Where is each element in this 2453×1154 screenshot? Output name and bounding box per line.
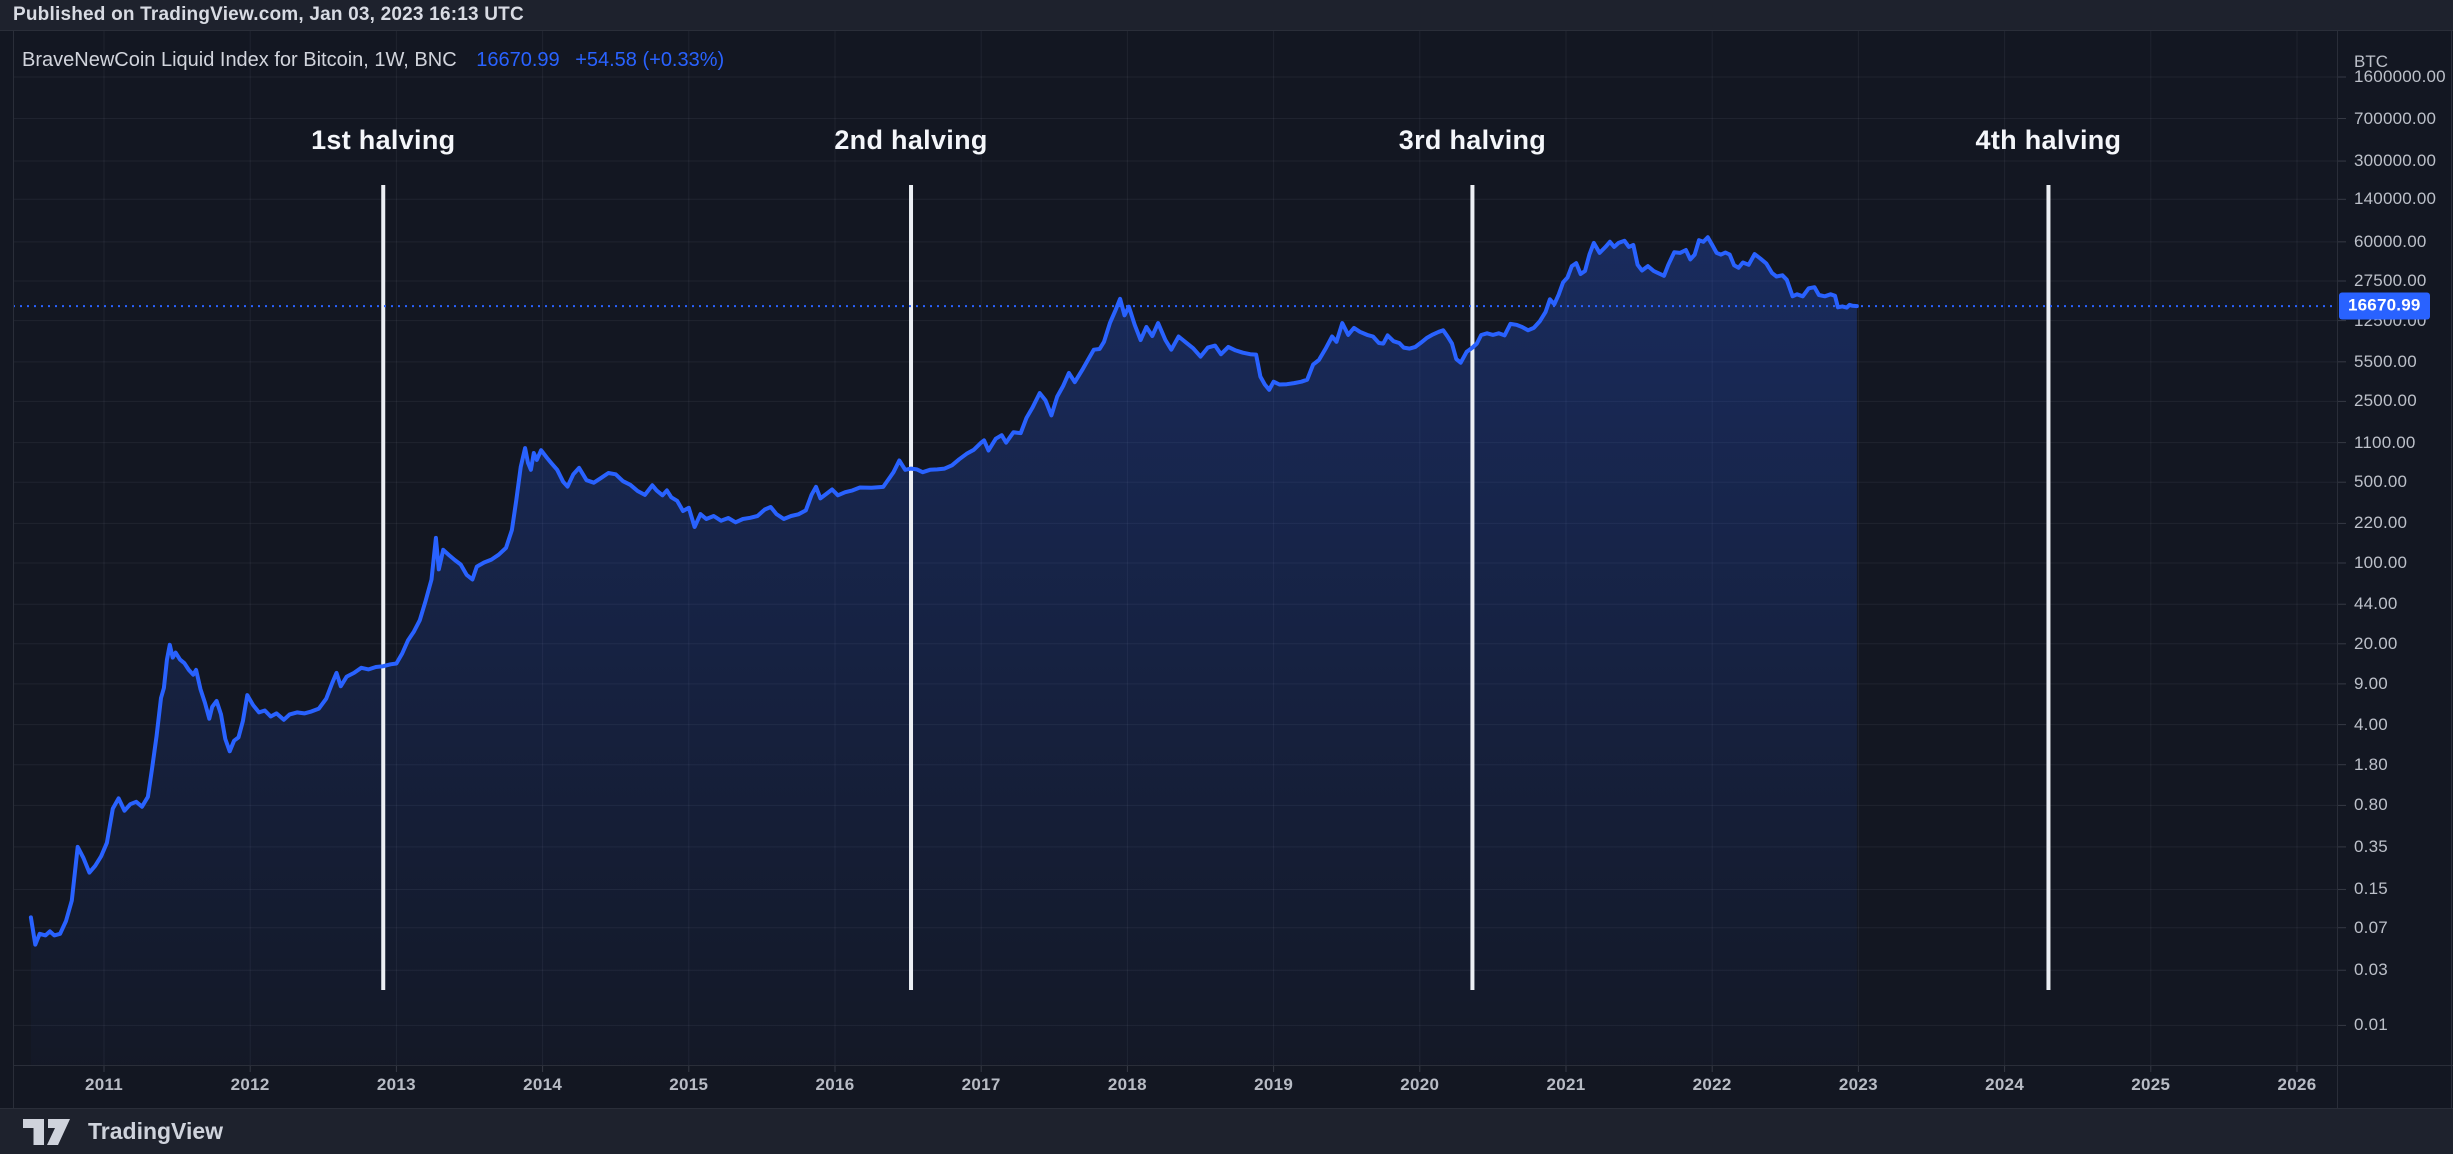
footer-bar: TradingView — [0, 1108, 2453, 1154]
year-tick-label: 2020 — [1400, 1075, 1440, 1094]
price-tick-label: 1.80 — [2354, 754, 2388, 774]
year-tick-label: 2016 — [815, 1075, 855, 1094]
price-tick-label: 0.01 — [2354, 1015, 2388, 1035]
tradingview-brand-text[interactable]: TradingView — [88, 1118, 224, 1144]
symbol-header: BraveNewCoin Liquid Index for Bitcoin, 1… — [22, 49, 724, 72]
price-chart-canvas — [13, 31, 2346, 1072]
price-tick-label: 1600000.00 — [2354, 67, 2446, 86]
halving-annotation-label: 4th halving — [1975, 125, 2122, 155]
price-tick-label: 0.80 — [2354, 795, 2388, 815]
year-tick-label: 2011 — [84, 1075, 124, 1094]
price-tick-label: 700000.00 — [2354, 108, 2437, 128]
time-axis-separator — [13, 1065, 2453, 1066]
price-tick-label: 5500.00 — [2354, 351, 2417, 371]
year-tick-label: 2022 — [1692, 1075, 1732, 1094]
halving-annotation-label: 3rd halving — [1398, 125, 1547, 155]
year-tick-label: 2026 — [2277, 1075, 2317, 1094]
price-tick-label: 2500.00 — [2354, 391, 2417, 411]
year-tick-label: 2021 — [1546, 1075, 1586, 1094]
price-tick-label: 4.00 — [2354, 714, 2388, 734]
price-tick-label: 27500.00 — [2354, 271, 2427, 290]
price-tick-label: 0.35 — [2354, 836, 2388, 856]
year-tick-label: 2013 — [376, 1075, 416, 1094]
price-tick-label: 140000.00 — [2354, 189, 2437, 209]
year-tick-label: 2017 — [961, 1075, 1001, 1094]
year-tick-label: 2015 — [669, 1075, 709, 1094]
tradingview-logo-icon[interactable] — [22, 1115, 76, 1149]
year-tick-label: 2018 — [1107, 1075, 1147, 1094]
last-price-badge: 16670.99 — [2339, 292, 2430, 320]
published-bar: Published on TradingView.com, Jan 03, 20… — [0, 0, 2453, 31]
price-tick-label: 100.00 — [2354, 553, 2408, 572]
pane-right-border — [2451, 31, 2452, 1108]
price-tick-label: 0.15 — [2354, 879, 2388, 899]
price-tick-label: 500.00 — [2354, 472, 2408, 492]
price-tick-label: 60000.00 — [2354, 231, 2427, 251]
price-tick-label: 20.00 — [2354, 633, 2398, 653]
price-axis-separator — [2337, 31, 2338, 1108]
price-tick-label: 1100.00 — [2354, 432, 2416, 452]
year-tick-label: 2025 — [2131, 1075, 2171, 1094]
halving-annotation-label: 1st halving — [311, 125, 456, 155]
halving-annotation-label: 2nd halving — [834, 125, 988, 155]
published-text: Published on TradingView.com, Jan 03, 20… — [13, 4, 524, 25]
year-tick-label: 2019 — [1254, 1075, 1294, 1094]
price-tick-label: 9.00 — [2354, 673, 2388, 693]
symbol-change: +54.58 (+0.33%) — [575, 49, 725, 71]
price-tick-label: 44.00 — [2354, 594, 2398, 614]
year-tick-label: 2024 — [1985, 1075, 2025, 1094]
price-tick-label: 220.00 — [2354, 513, 2408, 533]
pane-left-border — [13, 31, 14, 1108]
price-axis-unit: BTC — [2354, 52, 2388, 71]
year-tick-label: 2014 — [523, 1075, 563, 1094]
year-tick-label: 2012 — [230, 1075, 270, 1094]
price-tick-label: 0.03 — [2354, 960, 2388, 980]
chart-pane[interactable]: BraveNewCoin Liquid Index for Bitcoin, 1… — [0, 31, 2453, 1108]
price-tick-label: 300000.00 — [2354, 151, 2437, 171]
symbol-title[interactable]: BraveNewCoin Liquid Index for Bitcoin, 1… — [22, 49, 457, 71]
symbol-last-price: 16670.99 — [476, 49, 560, 71]
price-tick-label: 0.07 — [2354, 917, 2388, 937]
year-tick-label: 2023 — [1838, 1075, 1878, 1094]
